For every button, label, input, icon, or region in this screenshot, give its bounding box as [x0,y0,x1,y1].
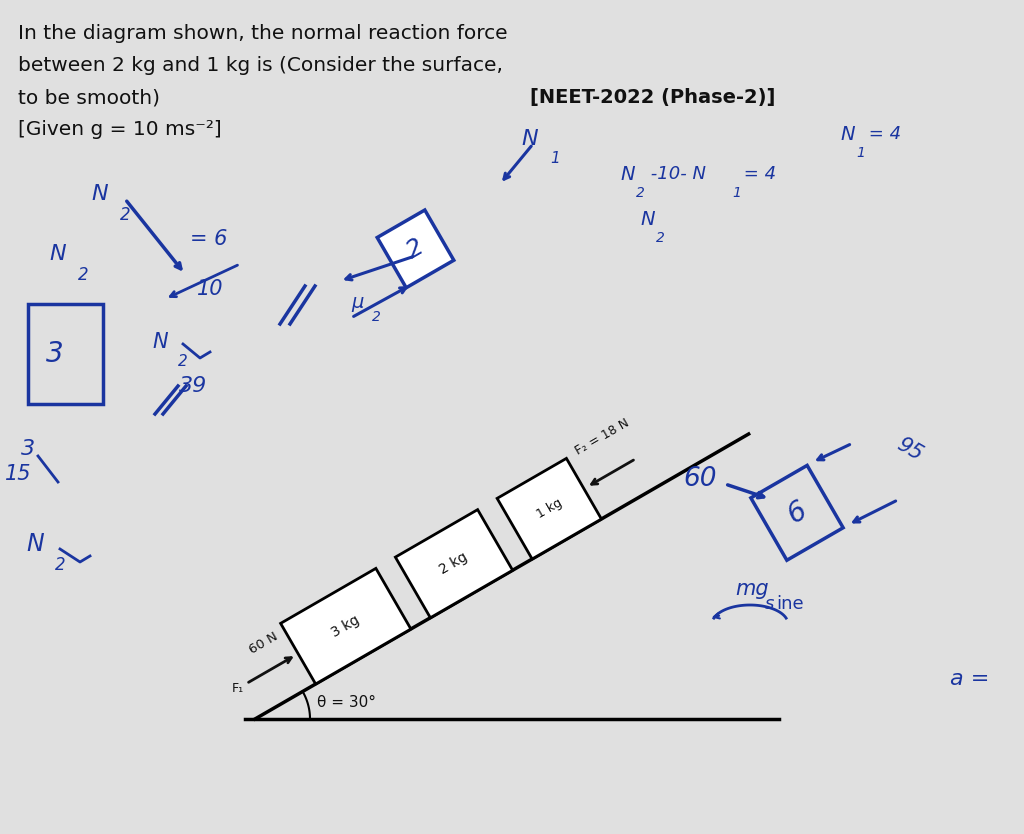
Text: In the diagram shown, the normal reaction force: In the diagram shown, the normal reactio… [18,24,508,43]
Text: a =: a = [950,669,989,689]
Text: 1: 1 [550,151,560,166]
Text: 95: 95 [894,434,927,465]
Text: μ: μ [351,293,364,312]
Text: 6: 6 [782,496,812,530]
Text: N: N [27,532,44,556]
Text: 15: 15 [5,464,32,484]
Text: θ = 30°: θ = 30° [317,695,376,710]
Text: 1: 1 [732,186,741,200]
Polygon shape [497,459,601,559]
Text: [NEET-2022 (Phase-2)]: [NEET-2022 (Phase-2)] [530,88,775,107]
Text: mg: mg [735,579,769,599]
Text: 60: 60 [683,466,717,492]
Text: 2: 2 [178,354,187,369]
Text: 3 kg: 3 kg [329,613,362,640]
Text: 2: 2 [402,234,428,264]
Text: 10: 10 [197,279,223,299]
Text: N: N [640,209,654,229]
Text: 2: 2 [55,556,66,574]
Bar [28,304,103,404]
Text: N: N [620,164,635,183]
Text: = 4: = 4 [863,125,901,143]
Text: 2: 2 [636,186,645,200]
Text: = 4: = 4 [738,165,776,183]
Text: F₂ = 18 N: F₂ = 18 N [573,416,632,457]
Text: s: s [765,595,774,613]
Text: N: N [840,124,855,143]
Text: to be smooth): to be smooth) [18,88,160,107]
Text: [Given g = 10 ms⁻²]: [Given g = 10 ms⁻²] [18,120,222,139]
Polygon shape [377,210,454,288]
Text: N: N [50,244,67,264]
Text: 3: 3 [46,340,63,368]
Polygon shape [281,569,411,684]
Text: 1 kg: 1 kg [535,496,564,521]
Text: 2 kg: 2 kg [437,550,471,577]
Text: ine: ine [776,595,804,613]
Text: 1: 1 [856,146,865,160]
Polygon shape [395,510,513,618]
Text: N: N [153,332,168,352]
Text: 2: 2 [120,206,131,224]
Text: F₁: F₁ [232,681,244,695]
Text: 2: 2 [372,310,381,324]
Text: 39: 39 [179,376,207,396]
Text: -10- N: -10- N [645,165,706,183]
Text: between 2 kg and 1 kg is (Consider the surface,: between 2 kg and 1 kg is (Consider the s… [18,56,503,75]
Text: N: N [521,129,539,149]
Text: 60 N: 60 N [247,630,281,656]
Text: 2: 2 [78,266,89,284]
Text: 3: 3 [20,439,35,459]
Text: 2: 2 [656,231,665,245]
Text: = 6: = 6 [190,229,227,249]
Text: N: N [92,184,109,204]
